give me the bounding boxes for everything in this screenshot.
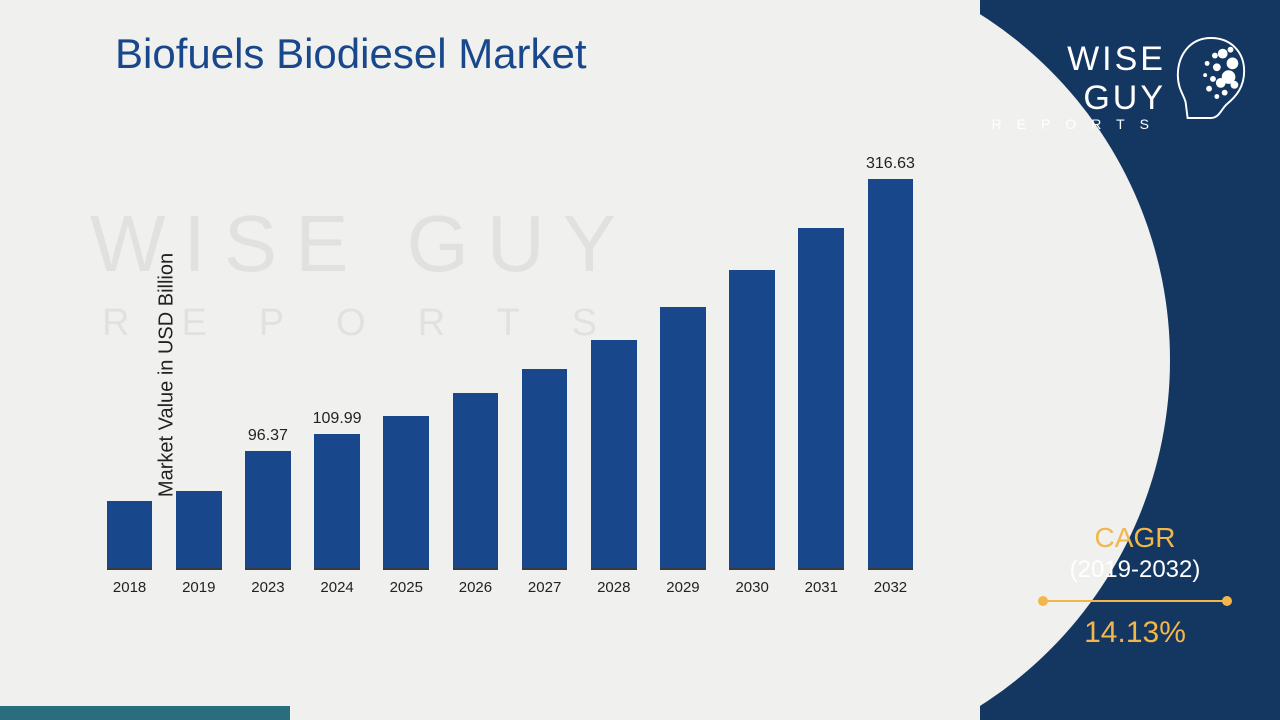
bar (107, 501, 153, 570)
cagr-title: CAGR (1020, 522, 1250, 554)
bar-2023: 96.372023 (233, 150, 302, 570)
bar (245, 451, 291, 570)
bar-2029: 2029 (648, 150, 717, 570)
bar-2028: 2028 (579, 150, 648, 570)
x-tick-label: 2032 (856, 579, 925, 596)
bar-2018: 2018 (95, 150, 164, 570)
x-tick-label: 2028 (579, 579, 648, 596)
bar (729, 270, 775, 570)
bar-value-label: 316.63 (849, 155, 932, 173)
x-tick-label: 2019 (164, 579, 233, 596)
footer-accent-bar (0, 706, 290, 720)
brand-line1: WISE GUY (992, 40, 1166, 118)
bar (660, 307, 706, 570)
cagr-value: 14.13% (1020, 616, 1250, 650)
bar (798, 228, 844, 570)
x-tick-label: 2023 (233, 579, 302, 596)
bar-2032: 316.632032 (856, 150, 925, 570)
head-icon (1172, 34, 1250, 122)
brand-line2: REPORTS (992, 116, 1164, 132)
x-tick-label: 2018 (95, 579, 164, 596)
bar-value-label: 96.37 (226, 427, 309, 445)
chart-title: Biofuels Biodiesel Market (115, 30, 587, 78)
x-tick-label: 2030 (718, 579, 787, 596)
plot-area: 2018201996.372023109.9920242025202620272… (95, 150, 925, 570)
bar (314, 434, 360, 570)
x-tick-label: 2029 (648, 579, 717, 596)
bar (176, 491, 222, 570)
bar-2024: 109.992024 (303, 150, 372, 570)
cagr-block: CAGR (2019-2032) 14.13% (1020, 522, 1250, 650)
x-tick-label: 2024 (303, 579, 372, 596)
bar (522, 369, 568, 570)
bar (453, 393, 499, 570)
bar-2027: 2027 (510, 150, 579, 570)
x-tick-label: 2031 (787, 579, 856, 596)
x-tick-label: 2027 (510, 579, 579, 596)
bar-chart: Market Value in USD Billion 2018201996.3… (55, 150, 925, 600)
bar (591, 340, 637, 570)
bar-2025: 2025 (372, 150, 441, 570)
bar-value-label: 109.99 (296, 410, 379, 428)
x-tick-label: 2025 (372, 579, 441, 596)
x-tick-label: 2026 (441, 579, 510, 596)
bar-2026: 2026 (441, 150, 510, 570)
bar-2019: 2019 (164, 150, 233, 570)
bar (868, 179, 914, 570)
cagr-range: (2019-2032) (1020, 556, 1250, 584)
infographic-canvas: WISE GUY REPORTS Biofuels Biodiesel Mark… (0, 0, 1280, 720)
cagr-divider (1040, 600, 1230, 602)
bar (383, 416, 429, 570)
bar-2030: 2030 (718, 150, 787, 570)
bar-2031: 2031 (787, 150, 856, 570)
